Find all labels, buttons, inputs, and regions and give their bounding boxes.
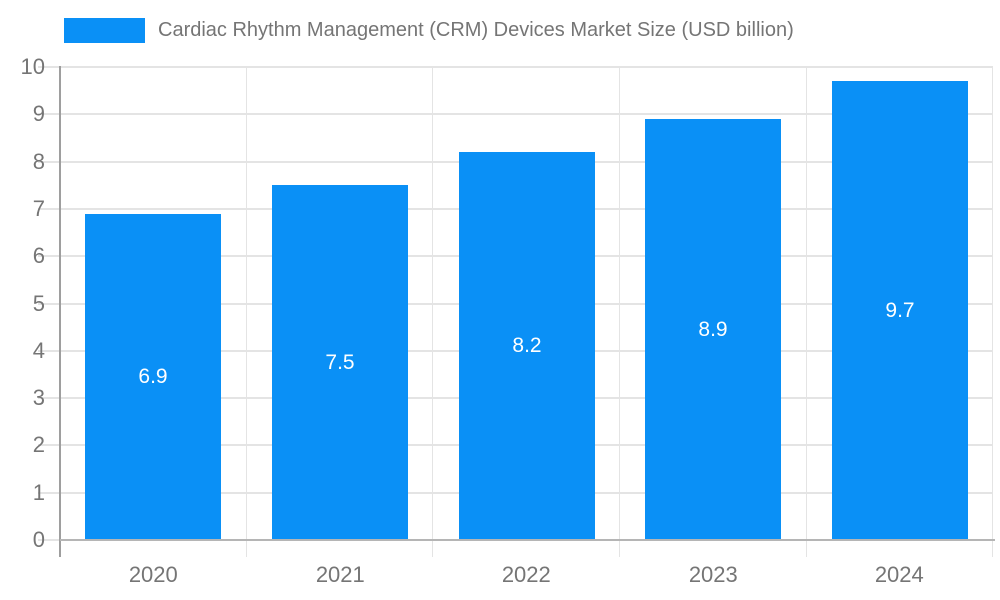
gridline-horizontal [38,66,993,68]
chart-legend: Cardiac Rhythm Management (CRM) Devices … [64,17,794,43]
y-tick-label: 3 [32,385,45,411]
bar-value-label: 9.7 [885,299,915,322]
bar-value-label: 7.5 [325,351,355,374]
y-tick-label: 9 [32,101,45,127]
bar-value-label: 6.9 [138,365,168,388]
x-tick-label: 2020 [128,562,178,587]
bar-value-label: 8.9 [698,318,728,341]
y-axis-line [59,66,61,557]
gridline-vertical [619,67,621,557]
y-tick-label: 5 [32,290,45,316]
gridline-vertical [432,67,434,557]
y-tick-label: 8 [32,148,45,174]
bar [645,119,781,540]
gridline-vertical [992,67,994,557]
bar [832,81,968,540]
legend-label: Cardiac Rhythm Management (CRM) Devices … [158,19,794,41]
x-axis-line [60,539,995,541]
y-axis-tick [38,539,60,541]
x-tick-label: 2023 [688,562,738,587]
y-tick-label: 10 [20,54,45,79]
y-tick-label: 1 [32,479,45,505]
bar-value-label: 8.2 [512,334,542,357]
y-tick-label: 4 [32,337,45,363]
x-tick-label: 2021 [315,562,365,587]
y-tick-label: 7 [32,195,45,221]
bar [272,185,408,540]
y-tick-label: 2 [32,432,45,458]
y-tick-label: 6 [32,243,45,269]
x-tick-label: 2024 [874,562,924,587]
bar [85,213,221,540]
bar [459,152,595,540]
x-tick-label: 2022 [501,562,551,587]
gridline-vertical [245,67,247,557]
gridline-vertical [805,67,807,557]
legend-swatch [64,17,145,43]
y-tick-label: 0 [32,527,45,552]
gridline-horizontal [38,113,993,116]
